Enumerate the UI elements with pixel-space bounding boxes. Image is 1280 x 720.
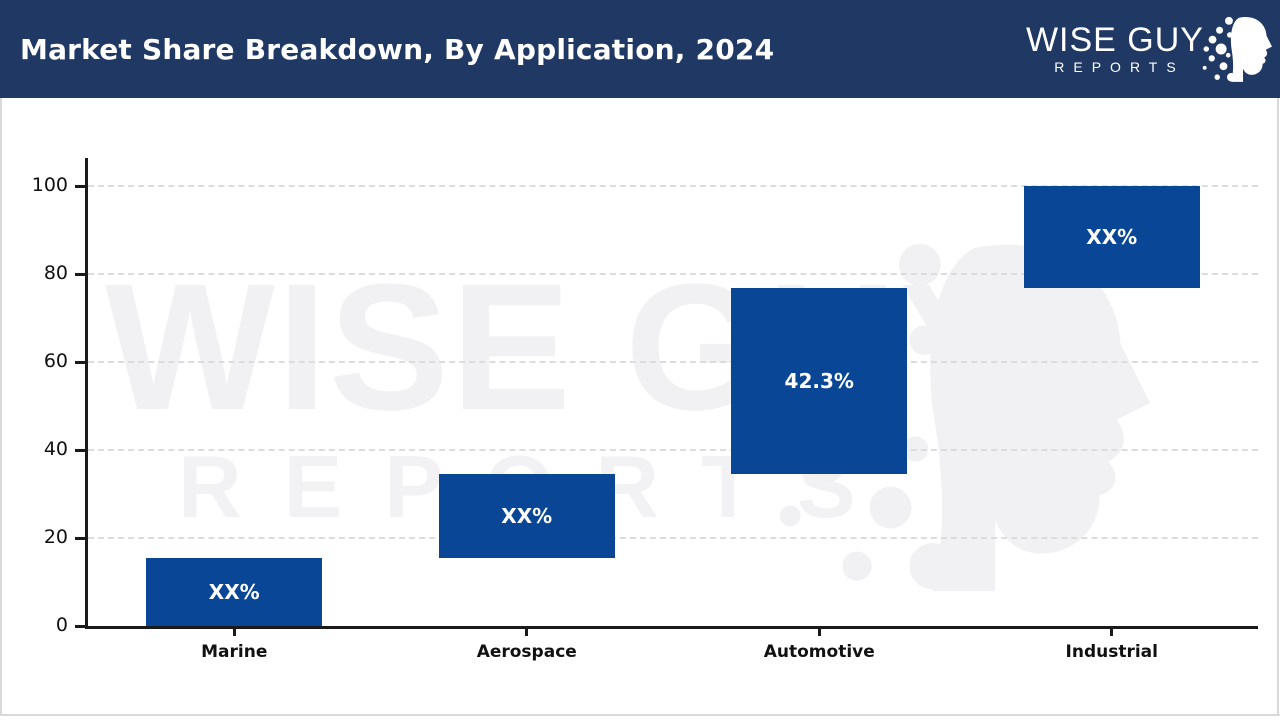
bar: XX% bbox=[146, 558, 323, 626]
x-tick-mark bbox=[525, 629, 529, 636]
bar: XX% bbox=[438, 473, 615, 559]
logo-wordmark: WISE GUY bbox=[1025, 20, 1204, 59]
logo-subtitle: REPORTS bbox=[1054, 59, 1185, 76]
y-tick-mark bbox=[75, 185, 85, 188]
bar: 42.3% bbox=[731, 287, 908, 474]
y-tick-label: 20 bbox=[43, 526, 68, 548]
y-tick-mark bbox=[75, 625, 85, 628]
bar-value-label: XX% bbox=[1086, 224, 1138, 249]
wiseguy-logo: WISE GUY REPORTS bbox=[1026, 6, 1280, 92]
y-axis-spine bbox=[85, 158, 88, 629]
wiseguy-head-icon bbox=[1202, 16, 1272, 82]
x-tick-mark bbox=[817, 629, 821, 636]
bar-value-label: XX% bbox=[208, 580, 260, 605]
x-axis-label: Marine bbox=[201, 642, 268, 662]
y-tick-mark bbox=[75, 449, 85, 452]
frame-left-border bbox=[0, 98, 2, 716]
y-tick-mark bbox=[75, 361, 85, 364]
bar-value-label: XX% bbox=[501, 503, 553, 528]
gridline bbox=[88, 361, 1258, 363]
gridline bbox=[88, 273, 1258, 275]
gridline bbox=[88, 449, 1258, 451]
y-tick-label: 60 bbox=[43, 350, 68, 372]
y-tick-label: 40 bbox=[43, 438, 68, 460]
header-bar: Market Share Breakdown, By Application, … bbox=[0, 0, 1280, 98]
x-axis-spine bbox=[85, 626, 1258, 629]
y-tick-mark bbox=[75, 537, 85, 540]
y-tick-mark bbox=[75, 273, 85, 276]
chart-area: WISE GUY REPORTS 020406080100XX%MarineXX… bbox=[0, 98, 1280, 720]
x-axis-label: Industrial bbox=[1065, 642, 1158, 662]
plot-region: 0 20 40 60 80 100 XX% Marine XX% Aerospace 42.3% Au… bbox=[0, 98, 1280, 720]
page-title: Market Share Breakdown, By Application, … bbox=[20, 32, 775, 66]
y-tick-label: 0 bbox=[55, 614, 68, 636]
y-tick-label: 80 bbox=[43, 262, 68, 284]
bar: XX% bbox=[1023, 186, 1200, 288]
x-tick-mark bbox=[1110, 629, 1114, 636]
x-axis-label: Automotive bbox=[763, 642, 875, 662]
y-tick-label: 100 bbox=[31, 174, 68, 196]
frame-right-border bbox=[1277, 98, 1279, 716]
x-tick-mark bbox=[232, 629, 236, 636]
gridline bbox=[88, 537, 1258, 539]
gridline bbox=[88, 185, 1258, 187]
bar-value-label: 42.3% bbox=[784, 368, 854, 393]
frame-bottom-border bbox=[0, 714, 1280, 716]
x-axis-label: Aerospace bbox=[476, 642, 577, 662]
wiseguy-logo-text: WISE GUY REPORTS bbox=[1025, 20, 1204, 76]
